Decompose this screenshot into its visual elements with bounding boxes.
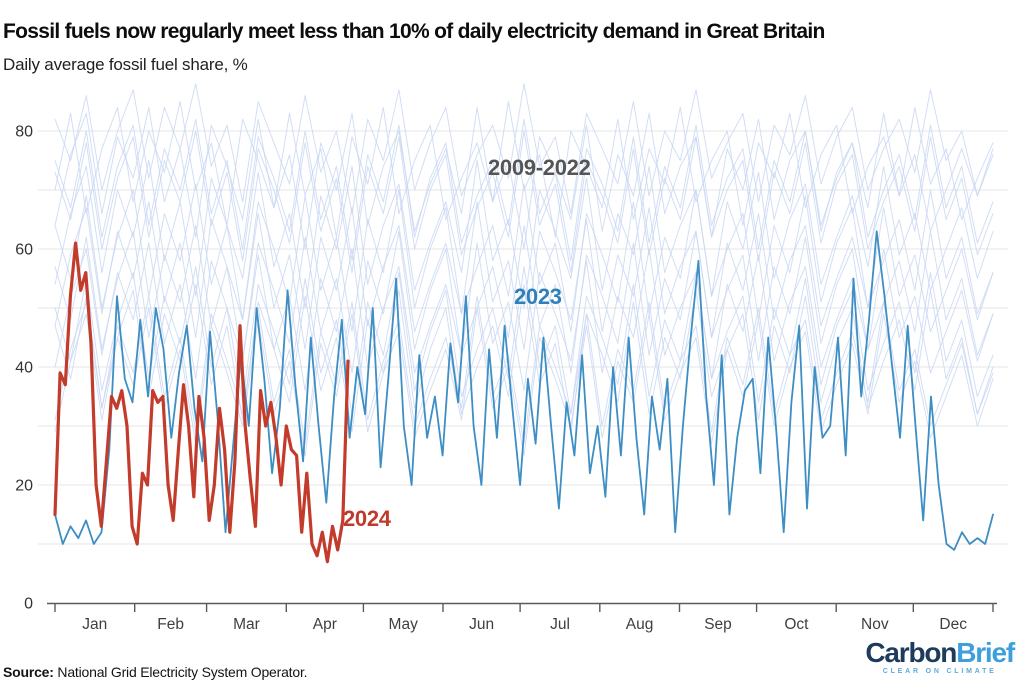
month-label: Feb [157,616,184,633]
carbonbrief-logo: CarbonBrief CLEAR ON CLIMATE [865,637,1015,676]
series-line-2022 [54,307,994,456]
month-label: Jun [469,616,494,633]
series-line-2016 [54,201,994,350]
series-line-2019 [54,266,994,415]
month-label: May [389,616,419,633]
series-line-2023 [54,230,994,551]
source-label: Source: [3,664,54,680]
month-label: Jul [550,616,570,633]
month-label: Sep [704,616,732,633]
month-label: Mar [233,616,260,633]
month-label: Dec [939,616,967,633]
month-label: Oct [784,616,809,633]
series-label-2023: 2023 [514,284,562,309]
series-line-2009 [54,83,994,215]
series-line-2013 [54,130,994,274]
series-label-2009-2022: 2009-2022 [488,155,591,180]
month-label: Jan [82,616,107,633]
series-line-2012 [54,106,994,250]
page-title: Fossil fuels now regularly meet less tha… [3,20,825,44]
logo-carbon-text: Carbon [865,637,957,668]
chart-subtitle: Daily average fossil fuel share, % [3,55,248,74]
series-line-2018 [54,242,994,392]
logo-tagline: CLEAR ON CLIMATE [882,668,997,676]
series-line-2024 [53,241,350,564]
y-axis-label: 80 [15,124,33,141]
series-line-2010 [54,101,994,238]
series-line-2011 [54,118,994,262]
y-axis-label: 40 [15,360,33,377]
logo-brief-text: Brief [956,637,1015,668]
month-label: Aug [626,616,654,633]
source-note: Source: National Grid Electricity System… [3,664,308,680]
carbonbrief-wordmark: CarbonBrief [865,637,1015,668]
series-line-2015 [54,183,994,333]
y-axis-label: 60 [15,242,33,259]
month-label: Apr [313,616,337,633]
y-axis-label: 0 [24,596,33,613]
month-label: Nov [861,616,889,633]
y-axis-label: 20 [15,478,33,495]
series-line-2014 [54,160,994,309]
source-text: National Grid Electricity System Operato… [53,664,308,680]
series-label-2024: 2024 [343,506,391,531]
